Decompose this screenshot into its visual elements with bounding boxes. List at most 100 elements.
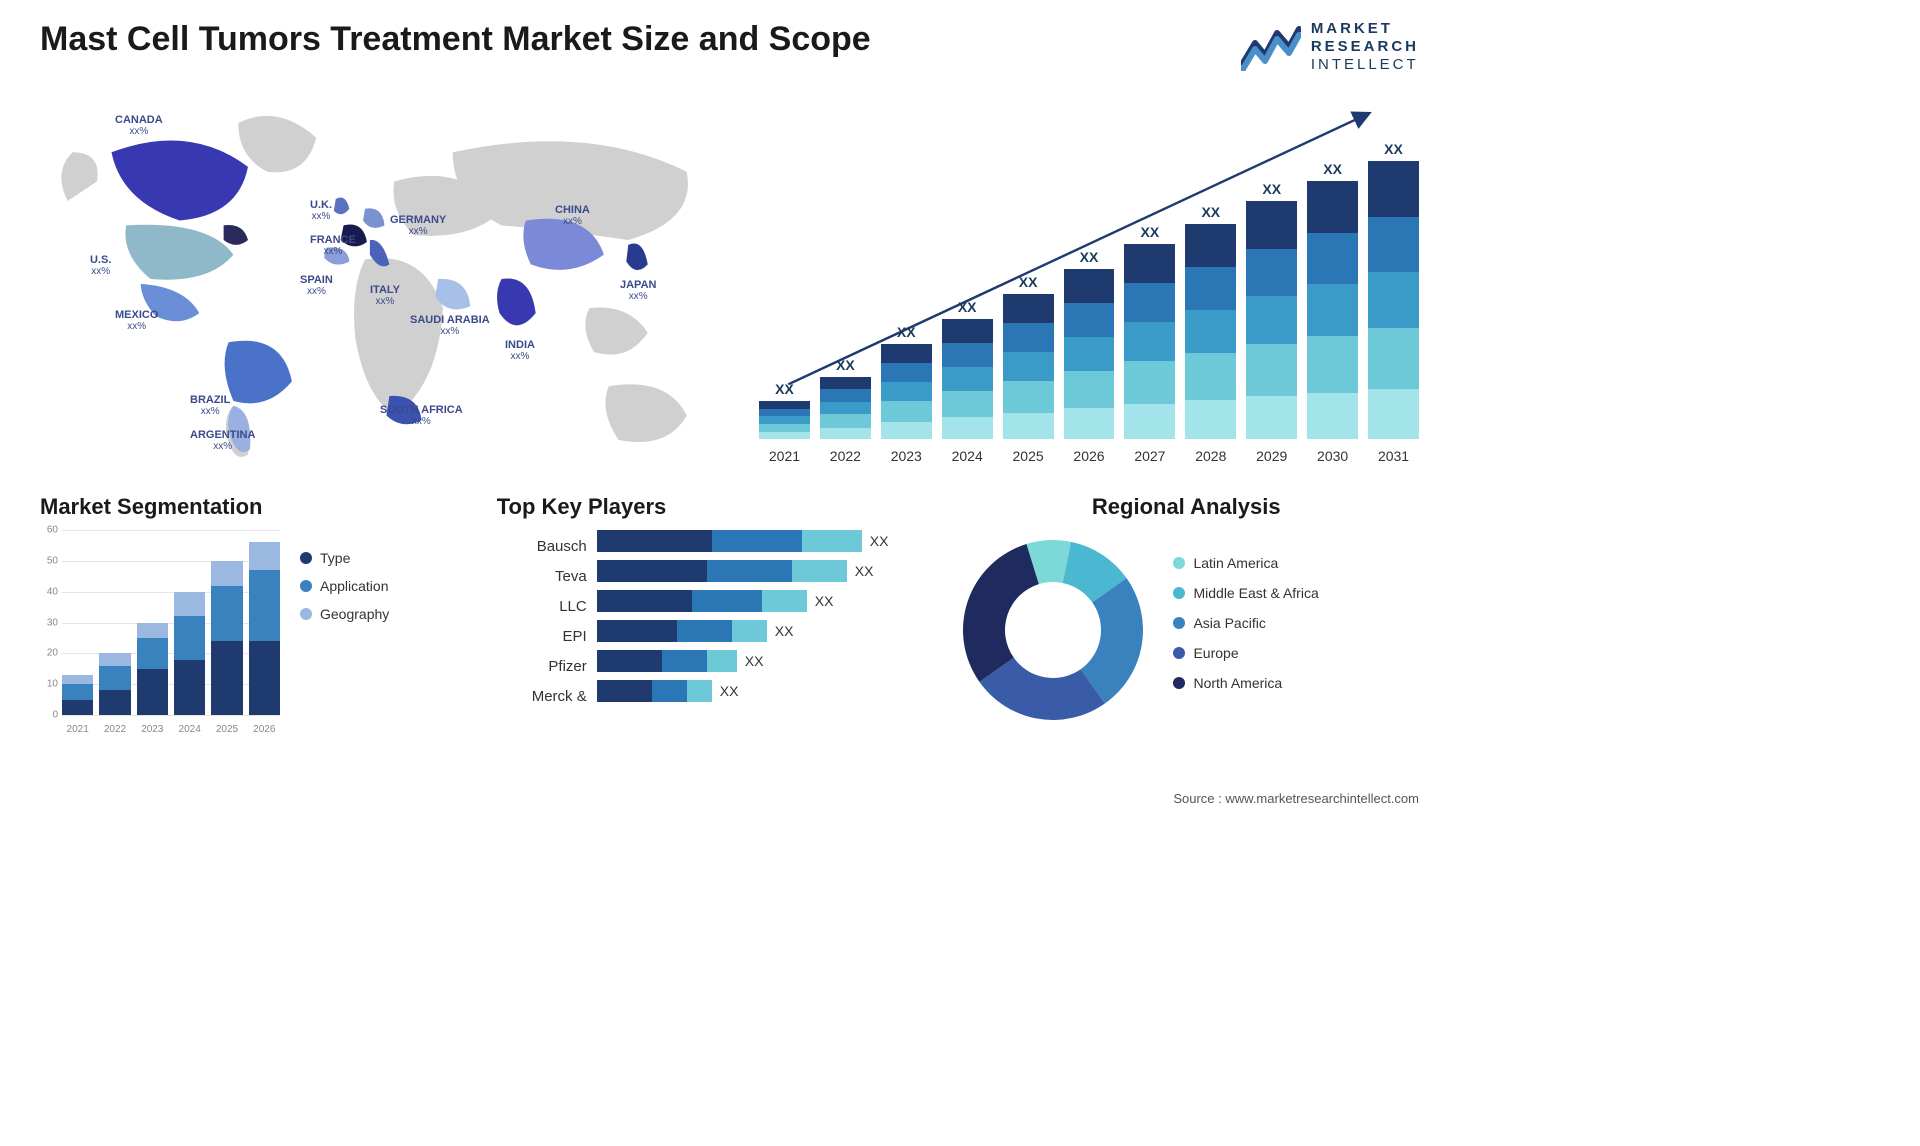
regional-legend: Latin America Middle East & Africa Asia Pa…	[1173, 555, 1318, 705]
forecast-year-label: 2023	[881, 448, 932, 464]
segmentation-section: Market Segmentation 0102030405060 202120…	[40, 494, 467, 740]
segmentation-legend-item: Geography	[300, 606, 389, 622]
regional-legend-item: Asia Pacific	[1173, 615, 1318, 631]
forecast-year-label: 2031	[1368, 448, 1419, 464]
segmentation-title: Market Segmentation	[40, 494, 467, 520]
forecast-bar: XX	[881, 324, 932, 439]
donut-slice	[963, 544, 1039, 682]
forecast-chart: XXXXXXXXXXXXXXXXXXXXXX 20212022202320242…	[759, 84, 1419, 474]
regional-donut-chart	[953, 530, 1153, 730]
forecast-bar-value: XX	[836, 357, 855, 373]
segmentation-bar	[99, 653, 130, 715]
forecast-bar-value: XX	[1262, 181, 1281, 197]
forecast-bar: XX	[820, 357, 871, 439]
forecast-year-label: 2027	[1124, 448, 1175, 464]
player-bar: XX	[597, 650, 924, 672]
player-label: Pfizer	[497, 654, 587, 684]
regional-legend-item: Middle East & Africa	[1173, 585, 1318, 601]
player-value: XX	[855, 563, 874, 579]
map-country-label: BRAZILxx%	[190, 394, 230, 417]
logo-line1: MARKET	[1311, 20, 1419, 38]
player-value: XX	[775, 623, 794, 639]
player-label: Teva	[497, 564, 587, 594]
map-country-label: INDIAxx%	[505, 339, 535, 362]
segmentation-year-label: 2021	[62, 724, 93, 735]
players-title: Top Key Players	[497, 494, 924, 520]
segmentation-year-label: 2025	[211, 724, 242, 735]
map-country-label: SAUDI ARABIAxx%	[410, 314, 490, 337]
player-bar: XX	[597, 590, 924, 612]
regional-title: Regional Analysis	[953, 494, 1419, 520]
segmentation-year-label: 2022	[99, 724, 130, 735]
forecast-bar: XX	[1185, 204, 1236, 439]
segmentation-legend-item: Type	[300, 550, 389, 566]
forecast-bar: XX	[1368, 141, 1419, 439]
forecast-bar-value: XX	[1201, 204, 1220, 220]
map-country-label: ITALYxx%	[370, 284, 400, 307]
segmentation-year-label: 2026	[249, 724, 280, 735]
segmentation-year-label: 2024	[174, 724, 205, 735]
map-country-label: FRANCExx%	[310, 234, 356, 257]
logo-line2: RESEARCH	[1311, 38, 1419, 56]
players-labels: BauschTevaLLCEPIPfizerMerck &	[497, 530, 587, 720]
player-bar: XX	[597, 680, 924, 702]
forecast-year-label: 2030	[1307, 448, 1358, 464]
player-label: LLC	[497, 594, 587, 624]
forecast-year-label: 2024	[942, 448, 993, 464]
regional-legend-item: North America	[1173, 675, 1318, 691]
source-attribution: Source : www.marketresearchintellect.com	[1173, 791, 1419, 806]
forecast-year-label: 2028	[1185, 448, 1236, 464]
forecast-bar: XX	[1064, 249, 1115, 439]
segmentation-legend-item: Application	[300, 578, 389, 594]
segmentation-bar	[249, 542, 280, 715]
forecast-bar-value: XX	[1323, 161, 1342, 177]
logo-line3: INTELLECT	[1311, 56, 1419, 74]
player-value: XX	[870, 533, 889, 549]
forecast-bar-value: XX	[775, 381, 794, 397]
player-label: EPI	[497, 624, 587, 654]
forecast-year-label: 2029	[1246, 448, 1297, 464]
map-country-label: MEXICOxx%	[115, 309, 158, 332]
player-value: XX	[720, 683, 739, 699]
segmentation-chart: 0102030405060 202120222023202420252026	[40, 530, 280, 740]
map-country-label: SPAINxx%	[300, 274, 333, 297]
player-bar: XX	[597, 560, 924, 582]
forecast-bar-value: XX	[958, 299, 977, 315]
players-chart: XX XX XX XX XX XX	[597, 530, 924, 720]
segmentation-bar	[137, 623, 168, 715]
forecast-year-label: 2026	[1064, 448, 1115, 464]
map-country-label: CHINAxx%	[555, 204, 590, 227]
forecast-year-label: 2021	[759, 448, 810, 464]
forecast-bar: XX	[759, 381, 810, 439]
world-map-panel: CANADAxx%U.S.xx%MEXICOxx%BRAZILxx%ARGENT…	[40, 84, 729, 474]
segmentation-legend: Type Application Geography	[300, 530, 389, 740]
forecast-bar: XX	[1003, 274, 1054, 439]
forecast-bar-value: XX	[1080, 249, 1099, 265]
regional-section: Regional Analysis Latin America Middle Ea…	[953, 494, 1419, 740]
map-country-label: U.S.xx%	[90, 254, 111, 277]
player-value: XX	[745, 653, 764, 669]
forecast-bar: XX	[1246, 181, 1297, 439]
regional-legend-item: Europe	[1173, 645, 1318, 661]
player-bar: XX	[597, 620, 924, 642]
player-label: Bausch	[497, 534, 587, 564]
forecast-year-label: 2025	[1003, 448, 1054, 464]
segmentation-year-label: 2023	[137, 724, 168, 735]
segmentation-bar	[174, 592, 205, 715]
map-country-label: GERMANYxx%	[390, 214, 446, 237]
map-country-label: ARGENTINAxx%	[190, 429, 255, 452]
page-title: Mast Cell Tumors Treatment Market Size a…	[40, 20, 871, 59]
map-country-label: JAPANxx%	[620, 279, 656, 302]
player-label: Merck &	[497, 684, 587, 714]
map-country-label: U.K.xx%	[310, 199, 332, 222]
brand-logo: MARKET RESEARCH INTELLECT	[1241, 20, 1419, 74]
player-value: XX	[815, 593, 834, 609]
segmentation-bar	[62, 675, 93, 715]
players-section: Top Key Players BauschTevaLLCEPIPfizerMe…	[497, 494, 924, 740]
logo-mark-icon	[1241, 23, 1301, 71]
forecast-year-label: 2022	[820, 448, 871, 464]
forecast-bar-value: XX	[897, 324, 916, 340]
map-country-label: SOUTH AFRICAxx%	[380, 404, 463, 427]
segmentation-bar	[211, 561, 242, 715]
regional-legend-item: Latin America	[1173, 555, 1318, 571]
